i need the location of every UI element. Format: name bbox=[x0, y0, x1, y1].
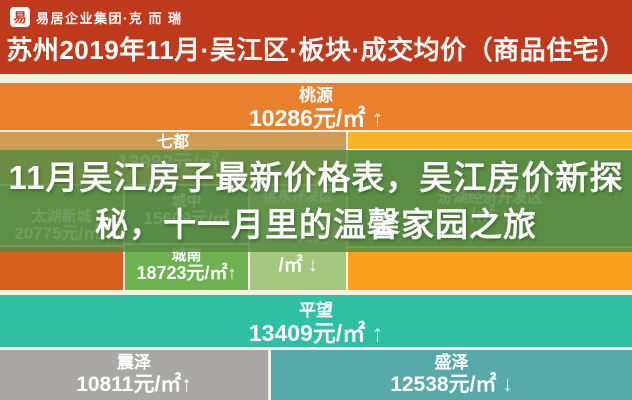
block-value: 12538元/㎡ ↓ bbox=[390, 372, 513, 396]
title-overlay: 11月吴江房子最新价格表，吴江房价新探 秘，十一月里的温馨家园之旅 bbox=[0, 150, 632, 252]
block-label: 平望 bbox=[299, 301, 333, 320]
price-block-zhenze: 震泽 10811元/㎡↑ bbox=[0, 350, 268, 400]
color-block-orange bbox=[0, 247, 123, 290]
block-value: 10286元/㎡ ↑ bbox=[248, 104, 384, 131]
block-label: 桃源 bbox=[299, 86, 333, 105]
price-block-chengnan: 城南 18723元/㎡↑ bbox=[125, 245, 248, 290]
block-value: 13409元/㎡ ↑ bbox=[248, 319, 384, 346]
header-banner: 易 易居企业集团·克 而 瑞 苏州2019年11月·吴江区·板块·成交均价（商品… bbox=[0, 0, 632, 74]
color-block-amber bbox=[348, 248, 632, 290]
price-block-taoyuan: 桃源 10286元/㎡ ↑ bbox=[0, 83, 632, 130]
block-value: 10811元/㎡↑ bbox=[76, 372, 192, 396]
yiju-seal-icon: 易 bbox=[10, 7, 30, 27]
overlay-title-line2: 秘，十一月里的温馨家园之旅 bbox=[95, 206, 537, 243]
block-label: 盛泽 bbox=[434, 353, 469, 372]
logo-text: 易居企业集团·克 而 瑞 bbox=[36, 10, 183, 26]
price-block-shengze: 盛泽 12538元/㎡ ↓ bbox=[271, 350, 632, 400]
seal-glyph: 易 bbox=[13, 9, 27, 25]
color-block-yellow bbox=[348, 132, 632, 149]
price-block-pingwang: 平望 13409元/㎡ ↑ bbox=[0, 295, 632, 347]
block-label: 震泽 bbox=[117, 353, 151, 372]
block-value-unit: /㎡ ↓ bbox=[278, 254, 318, 276]
page-title: 苏州2019年11月·吴江区·板块·成交均价（商品住宅） bbox=[6, 35, 626, 65]
block-label: 七都 bbox=[156, 134, 189, 151]
overlay-title-line1: 11月吴江房子最新价格表，吴江房价新探 bbox=[8, 159, 624, 196]
logo: 易 易居企业集团·克 而 瑞 bbox=[10, 7, 183, 27]
block-value: 18723元/㎡↑ bbox=[136, 263, 237, 284]
